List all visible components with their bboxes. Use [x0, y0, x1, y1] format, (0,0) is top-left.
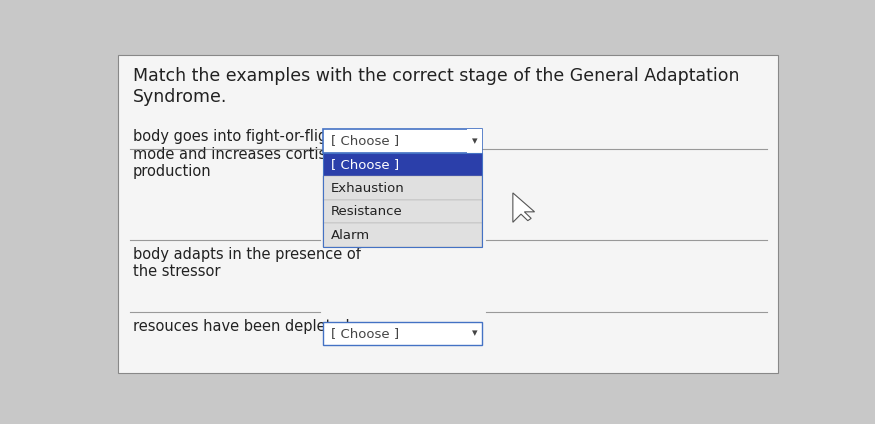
Text: Resistance: Resistance — [331, 205, 402, 218]
FancyBboxPatch shape — [323, 129, 482, 153]
Text: Exhaustion: Exhaustion — [331, 181, 405, 195]
Text: body goes into fight-or-flight
mode and increases cortisol
production: body goes into fight-or-flight mode and … — [133, 129, 342, 179]
FancyBboxPatch shape — [323, 153, 482, 176]
FancyBboxPatch shape — [323, 200, 482, 223]
Text: [ Choose ]: [ Choose ] — [331, 327, 399, 340]
FancyBboxPatch shape — [117, 56, 778, 374]
Text: [ Choose ]: [ Choose ] — [331, 134, 399, 148]
FancyBboxPatch shape — [323, 223, 482, 247]
Text: body adapts in the presence of
the stressor: body adapts in the presence of the stres… — [133, 247, 361, 279]
Polygon shape — [513, 193, 535, 222]
Text: resouces have been depleted: resouces have been depleted — [133, 318, 350, 334]
Text: Alarm: Alarm — [331, 229, 370, 242]
FancyBboxPatch shape — [323, 176, 482, 200]
FancyBboxPatch shape — [467, 129, 482, 153]
Text: ▾: ▾ — [473, 329, 478, 339]
FancyBboxPatch shape — [323, 322, 482, 346]
Text: Match the examples with the correct stage of the General Adaptation
Syndrome.: Match the examples with the correct stag… — [133, 67, 739, 106]
Text: ▾: ▾ — [473, 136, 478, 146]
Text: [ Choose ]: [ Choose ] — [331, 158, 399, 171]
